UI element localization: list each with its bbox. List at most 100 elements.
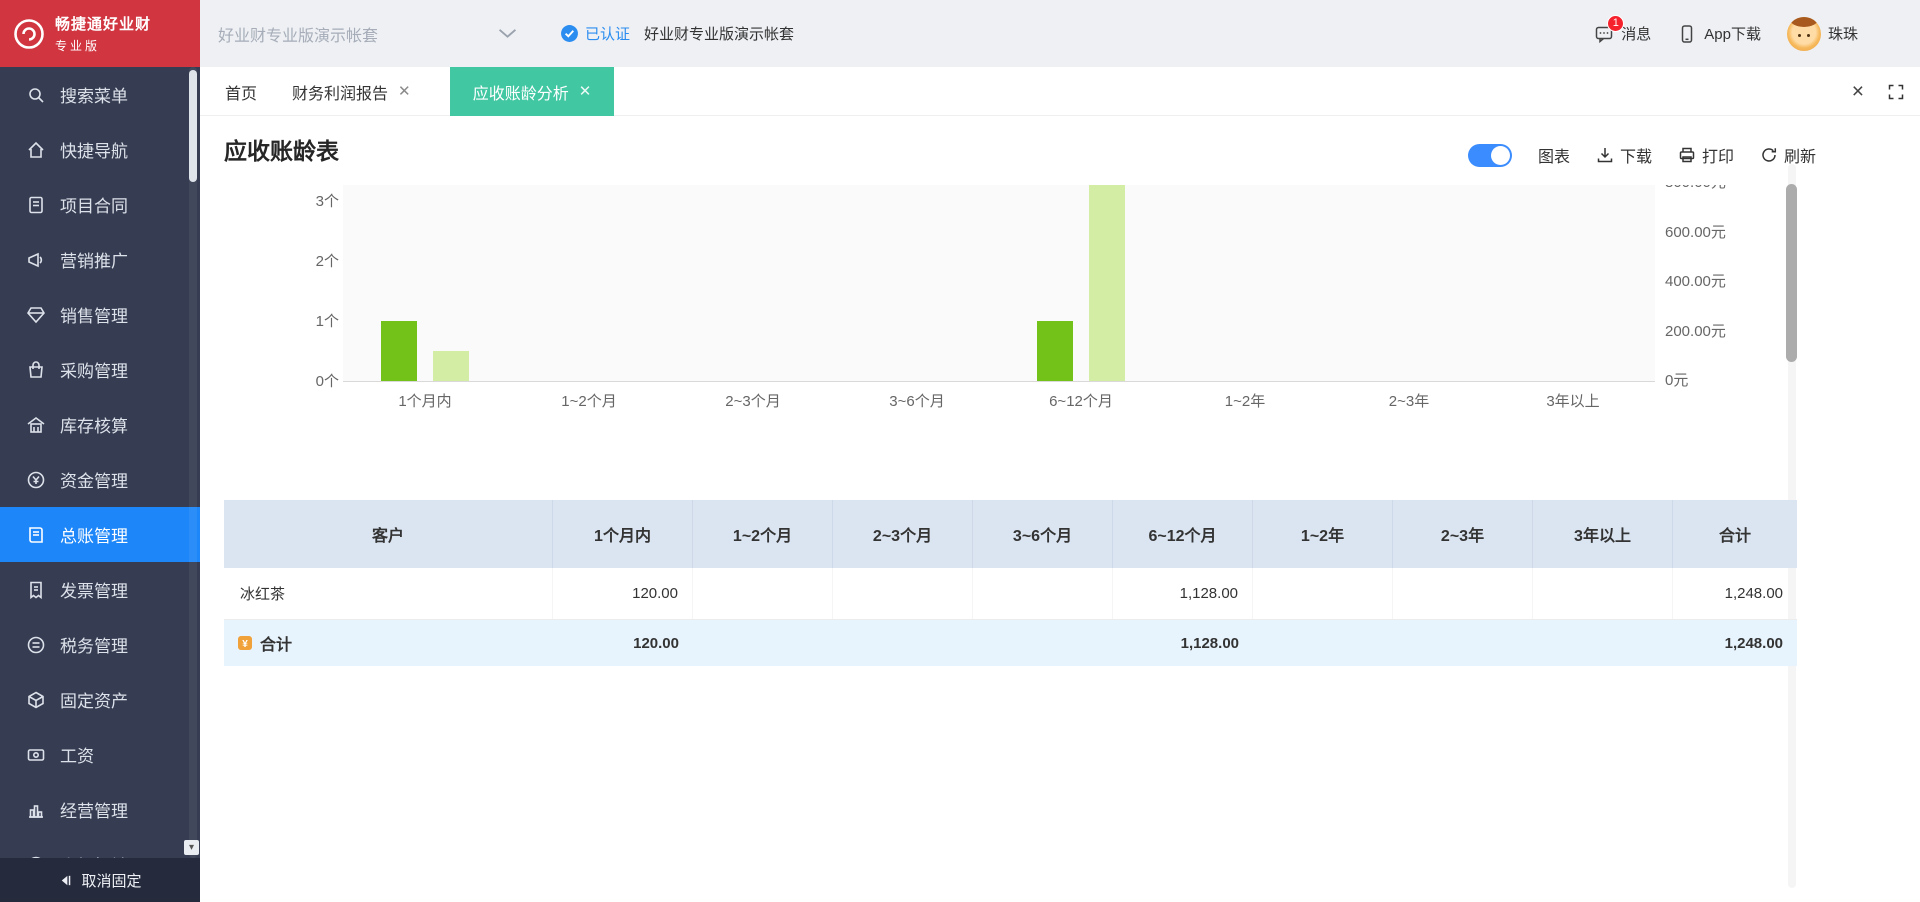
download-label: 下载 <box>1619 149 1652 166</box>
brand-name: 畅捷通好业财 专业版 <box>55 13 151 54</box>
messages-count-badge: 1 <box>1607 14 1625 32</box>
refresh-button[interactable]: 刷新 <box>1760 143 1816 167</box>
chart-x-axis: 1个月内 1~2个月 2~3个月 3~6个月 6~12个月 1~2年 2~3年 3年以上 <box>343 390 1655 410</box>
tab-profit-report[interactable]: 财务利润报告 ✕ <box>292 67 411 116</box>
verified-check-icon <box>561 25 578 42</box>
bar-group-5 <box>1163 185 1327 381</box>
table-header-6: 1~2年 <box>1253 500 1393 568</box>
unpin-label: 取消固定 <box>81 872 142 890</box>
sidebar-item-0[interactable]: 搜索菜单 <box>0 67 200 122</box>
verified-badge[interactable]: 已认证 <box>560 0 630 67</box>
messages-button[interactable]: 1 消息 <box>1594 14 1651 44</box>
table-header-1: 1个月内 <box>553 500 693 568</box>
sidebar-scroll-down-arrow[interactable]: ▾ <box>184 840 199 855</box>
sidebar-item-label: 采购管理 <box>60 362 128 381</box>
amount-cell <box>1533 568 1673 619</box>
sidebar-item-3[interactable]: 营销推广 <box>0 232 200 287</box>
close-all-tabs-icon[interactable]: × <box>1851 80 1864 103</box>
bag-icon <box>26 360 46 380</box>
report-controls: 图表 下载 打印 刷新 <box>1467 143 1816 167</box>
sidebar-item-12[interactable]: 工资 <box>0 727 200 782</box>
content-scrollbar-thumb[interactable] <box>1786 184 1797 362</box>
brand-edition: 专业版 <box>55 39 101 53</box>
sidebar-item-1[interactable]: 快捷导航 <box>0 122 200 177</box>
table-header-5: 6~12个月 <box>1113 500 1253 568</box>
sidebar-item-10[interactable]: 税务管理 <box>0 617 200 672</box>
sidebar-menu: 搜索菜单快捷导航项目合同营销推广销售管理采购管理库存核算资金管理总账管理 发票管理… <box>0 67 200 858</box>
total-label-cell: ¥ 合计 <box>224 620 553 666</box>
download-button[interactable]: 下载 <box>1596 143 1652 167</box>
sidebar-item-label: 小畅报销 <box>60 852 128 858</box>
count-bar[interactable] <box>1037 321 1073 381</box>
account-set-name: 好业财专业版演示帐套 <box>644 26 795 43</box>
table-total-row: ¥ 合计 120.00 1,128.00 1,248.00 <box>224 620 1797 666</box>
tab-profit-report-label: 财务利润报告 <box>292 85 389 103</box>
bar-group-7 <box>1491 185 1655 381</box>
chart-plot <box>343 185 1655 382</box>
unpin-sidebar-button[interactable]: 取消固定 <box>0 858 200 902</box>
sidebar-item-label: 税务管理 <box>60 637 128 656</box>
user-name: 珠珠 <box>1827 26 1858 43</box>
sidebar-item-label: 营销推广 <box>60 252 128 271</box>
sidebar-scrollbar-thumb[interactable] <box>189 70 197 182</box>
sidebar-item-label: 经营管理 <box>60 802 128 821</box>
amount-cell <box>833 568 973 619</box>
x-axis-label: 6~12个月 <box>1049 393 1113 410</box>
sidebar-item-5[interactable]: 采购管理 <box>0 342 200 397</box>
sidebar-item-2[interactable]: 项目合同 <box>0 177 200 232</box>
sidebar-item-label: 搜索菜单 <box>60 87 128 106</box>
chart-left-axis: 3个 2个 1个 0个 <box>285 185 339 399</box>
left-axis-tick: 2个 <box>315 253 339 270</box>
bar-group-4 <box>999 185 1163 381</box>
sidebar-item-13[interactable]: 经营管理 <box>0 782 200 837</box>
x-axis-label: 2~3个月 <box>725 393 781 410</box>
user-menu[interactable]: 珠珠 <box>1786 16 1858 51</box>
total-amount-cell: 1,128.00 <box>1180 634 1239 652</box>
table-header-8: 3年以上 <box>1533 500 1673 568</box>
sidebar-item-9[interactable]: 发票管理 <box>0 562 200 617</box>
tab-home[interactable]: 首页 <box>225 67 257 116</box>
sidebar-item-label: 固定资产 <box>60 692 128 711</box>
sidebar-item-label: 项目合同 <box>60 197 128 216</box>
chart-view-toggle[interactable] <box>1467 143 1512 167</box>
print-button[interactable]: 打印 <box>1678 143 1734 167</box>
total-amount-cell: 120.00 <box>633 634 679 652</box>
sidebar-item-label: 快捷导航 <box>60 142 128 161</box>
sidebar-item-7[interactable]: 资金管理 <box>0 452 200 507</box>
amount-bar[interactable] <box>433 351 469 381</box>
tab-aging-analysis[interactable]: 应收账龄分析 ✕ <box>450 67 614 116</box>
sidebar-scrollbar-track[interactable] <box>189 67 197 858</box>
collapse-icon <box>62 875 71 885</box>
account-set-dropdown[interactable]: 好业财专业版演示帐套 <box>218 27 379 45</box>
sidebar-item-4[interactable]: 销售管理 <box>0 287 200 342</box>
table-header-7: 2~3年 <box>1393 500 1533 568</box>
bar-group-3 <box>835 185 999 381</box>
total-amount-cell: 1,248.00 <box>1724 634 1783 652</box>
sidebar-item-14[interactable]: 小畅报销 <box>0 837 200 858</box>
business-icon <box>26 800 46 820</box>
tab-close-icon[interactable]: ✕ <box>578 83 592 100</box>
x-axis-label: 1个月内 <box>398 393 452 410</box>
sidebar-item-label: 工资 <box>60 747 94 766</box>
brand-title: 畅捷通好业财 <box>55 16 152 33</box>
fullscreen-icon[interactable] <box>1888 84 1904 100</box>
app-download-button[interactable]: App下载 <box>1677 23 1761 44</box>
amount-bar[interactable] <box>1089 185 1125 381</box>
right-axis-tick: 0元 <box>1665 372 1689 390</box>
tab-close-icon[interactable]: ✕ <box>398 83 411 100</box>
contract-icon <box>26 195 46 215</box>
funds-icon <box>26 470 46 490</box>
amount-cell <box>1253 568 1393 619</box>
total-amount-cell <box>1253 620 1393 666</box>
print-label: 打印 <box>1701 149 1734 166</box>
sidebar-item-6[interactable]: 库存核算 <box>0 397 200 452</box>
count-bar[interactable] <box>381 321 417 381</box>
sidebar-item-label: 资金管理 <box>60 472 128 491</box>
sidebar-item-8[interactable]: 总账管理 <box>0 507 200 562</box>
tax-icon <box>26 635 46 655</box>
customer-cell[interactable]: 冰红茶 <box>224 568 553 619</box>
x-axis-label: 3~6个月 <box>889 393 945 410</box>
chevron-down-icon[interactable] <box>498 28 517 39</box>
sidebar-item-11[interactable]: 固定资产 <box>0 672 200 727</box>
